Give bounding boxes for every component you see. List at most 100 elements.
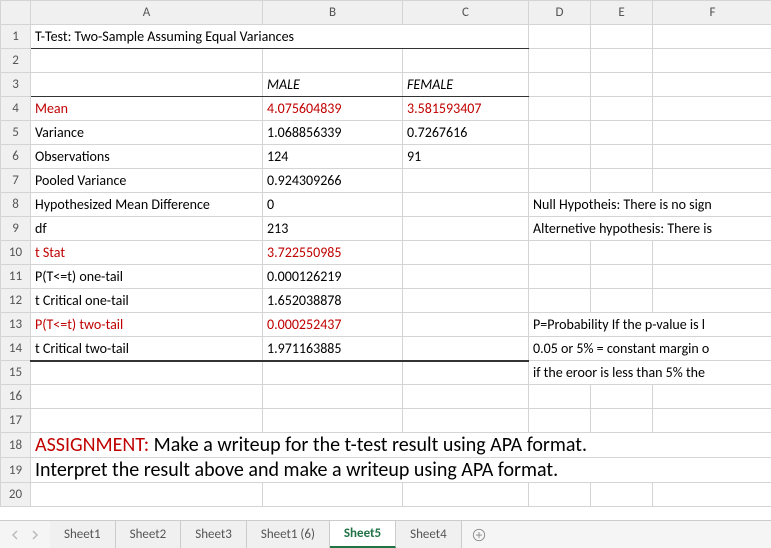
cell-variance-male[interactable]: 1.068856339 bbox=[263, 121, 403, 145]
row-header[interactable]: 20 bbox=[1, 483, 31, 507]
cell[interactable] bbox=[31, 483, 263, 507]
cell[interactable] bbox=[529, 49, 591, 73]
col-header-D[interactable]: D bbox=[529, 1, 591, 25]
cell-note-null[interactable]: Null Hypotheis: There is no sign bbox=[529, 193, 771, 217]
cell[interactable] bbox=[403, 337, 529, 361]
col-header-C[interactable]: C bbox=[403, 1, 529, 25]
cell[interactable] bbox=[653, 97, 771, 121]
cell-tcrit1-label[interactable]: t Critical one-tail bbox=[31, 289, 263, 313]
cell-mean-female[interactable]: 3.581593407 bbox=[403, 97, 529, 121]
cell[interactable] bbox=[31, 361, 263, 385]
row-header[interactable]: 17 bbox=[1, 409, 31, 433]
cell-variance-label[interactable]: Variance bbox=[31, 121, 263, 145]
cell-tstat-label[interactable]: t Stat bbox=[31, 241, 263, 265]
cell-pooledvar-val[interactable]: 0.924309266 bbox=[263, 169, 403, 193]
add-sheet-button[interactable] bbox=[462, 521, 496, 548]
col-header-B[interactable]: B bbox=[263, 1, 403, 25]
cell-tcrit2-val[interactable]: 1.971163885 bbox=[263, 337, 403, 361]
cell[interactable] bbox=[591, 145, 653, 169]
cell[interactable] bbox=[653, 385, 771, 409]
cell-note-005[interactable]: 0.05 or 5% = constant margin o bbox=[529, 337, 771, 361]
cell-header-male[interactable]: MALE bbox=[263, 73, 403, 97]
cell[interactable] bbox=[591, 265, 653, 289]
row-header[interactable]: 7 bbox=[1, 169, 31, 193]
cell-variance-female[interactable]: 0.7267616 bbox=[403, 121, 529, 145]
cell-assignment-line1[interactable]: ASSIGNMENT: Make a writeup for the t-tes… bbox=[31, 433, 771, 458]
tab-sheet5[interactable]: Sheet5 bbox=[330, 521, 396, 548]
cell[interactable] bbox=[529, 25, 591, 49]
cell[interactable] bbox=[591, 25, 653, 49]
tab-sheet1-6[interactable]: Sheet1 (6) bbox=[247, 521, 330, 548]
row-header[interactable]: 16 bbox=[1, 385, 31, 409]
col-header-F[interactable]: F bbox=[653, 1, 771, 25]
row-header[interactable]: 18 bbox=[1, 433, 31, 458]
cell[interactable] bbox=[263, 385, 403, 409]
cell-ptwotail-val[interactable]: 0.000252437 bbox=[263, 313, 403, 337]
row-header[interactable]: 8 bbox=[1, 193, 31, 217]
cell[interactable] bbox=[31, 409, 263, 433]
cell[interactable] bbox=[591, 483, 653, 507]
cell[interactable] bbox=[591, 169, 653, 193]
cell[interactable] bbox=[653, 409, 771, 433]
row-header[interactable]: 5 bbox=[1, 121, 31, 145]
select-all-corner[interactable] bbox=[1, 1, 31, 25]
cell[interactable] bbox=[403, 483, 529, 507]
cell[interactable] bbox=[529, 121, 591, 145]
row-header[interactable]: 9 bbox=[1, 217, 31, 241]
cell[interactable] bbox=[529, 265, 591, 289]
cell-hypmean-label[interactable]: Hypothesized Mean Difference bbox=[31, 193, 263, 217]
tab-sheet3[interactable]: Sheet3 bbox=[181, 521, 247, 548]
cell[interactable] bbox=[403, 49, 529, 73]
row-header[interactable]: 4 bbox=[1, 97, 31, 121]
cell-note-prob[interactable]: P=Probability If the p-value is l bbox=[529, 313, 771, 337]
cell[interactable] bbox=[403, 289, 529, 313]
cell[interactable] bbox=[263, 49, 403, 73]
cell[interactable] bbox=[403, 169, 529, 193]
cell[interactable] bbox=[403, 385, 529, 409]
cell-ponetail-val[interactable]: 0.000126219 bbox=[263, 265, 403, 289]
cell-df-val[interactable]: 213 bbox=[263, 217, 403, 241]
cell-note-alt[interactable]: Alternetive hypothesis: There is bbox=[529, 217, 771, 241]
cell[interactable] bbox=[529, 73, 591, 97]
cell[interactable] bbox=[529, 145, 591, 169]
cell[interactable] bbox=[403, 193, 529, 217]
cell-mean-male[interactable]: 4.075604839 bbox=[263, 97, 403, 121]
cell[interactable] bbox=[591, 241, 653, 265]
col-header-E[interactable]: E bbox=[591, 1, 653, 25]
cell-title[interactable]: T-Test: Two-Sample Assuming Equal Varian… bbox=[31, 25, 529, 49]
cell[interactable] bbox=[591, 49, 653, 73]
spreadsheet-grid[interactable]: A B C D E F 1 T-Test: Two-Sample Assumin… bbox=[0, 0, 771, 520]
row-header[interactable]: 11 bbox=[1, 265, 31, 289]
cell-hypmean-val[interactable]: 0 bbox=[263, 193, 403, 217]
cell-ponetail-label[interactable]: P(T<=t) one-tail bbox=[31, 265, 263, 289]
row-header[interactable]: 1 bbox=[1, 25, 31, 49]
cell[interactable] bbox=[591, 73, 653, 97]
cell[interactable] bbox=[263, 361, 403, 385]
cell[interactable] bbox=[403, 241, 529, 265]
cell-tcrit1-val[interactable]: 1.652038878 bbox=[263, 289, 403, 313]
cell-header-female[interactable]: FEMALE bbox=[403, 73, 529, 97]
cell[interactable] bbox=[403, 361, 529, 385]
cell[interactable] bbox=[653, 73, 771, 97]
cell[interactable] bbox=[591, 409, 653, 433]
cell[interactable] bbox=[263, 483, 403, 507]
cell-obs-female[interactable]: 91 bbox=[403, 145, 529, 169]
cell[interactable] bbox=[529, 483, 591, 507]
cell-df-label[interactable]: df bbox=[31, 217, 263, 241]
cell-obs-male[interactable]: 124 bbox=[263, 145, 403, 169]
cell[interactable] bbox=[529, 409, 591, 433]
cell-assignment-line2[interactable]: Interpret the result above and make a wr… bbox=[31, 458, 771, 483]
cell[interactable] bbox=[529, 241, 591, 265]
cell-pooledvar-label[interactable]: Pooled Variance bbox=[31, 169, 263, 193]
cell[interactable] bbox=[653, 241, 771, 265]
cell[interactable] bbox=[653, 483, 771, 507]
cell[interactable] bbox=[653, 289, 771, 313]
tab-sheet2[interactable]: Sheet2 bbox=[116, 521, 182, 548]
row-header[interactable]: 19 bbox=[1, 458, 31, 483]
cell[interactable] bbox=[653, 49, 771, 73]
col-header-A[interactable]: A bbox=[31, 1, 263, 25]
cell[interactable] bbox=[653, 25, 771, 49]
tab-sheet4[interactable]: Sheet4 bbox=[396, 521, 462, 548]
cell-ptwotail-label[interactable]: P(T<=t) two-tail bbox=[31, 313, 263, 337]
cell-tcrit2-label[interactable]: t Critical two-tail bbox=[31, 337, 263, 361]
